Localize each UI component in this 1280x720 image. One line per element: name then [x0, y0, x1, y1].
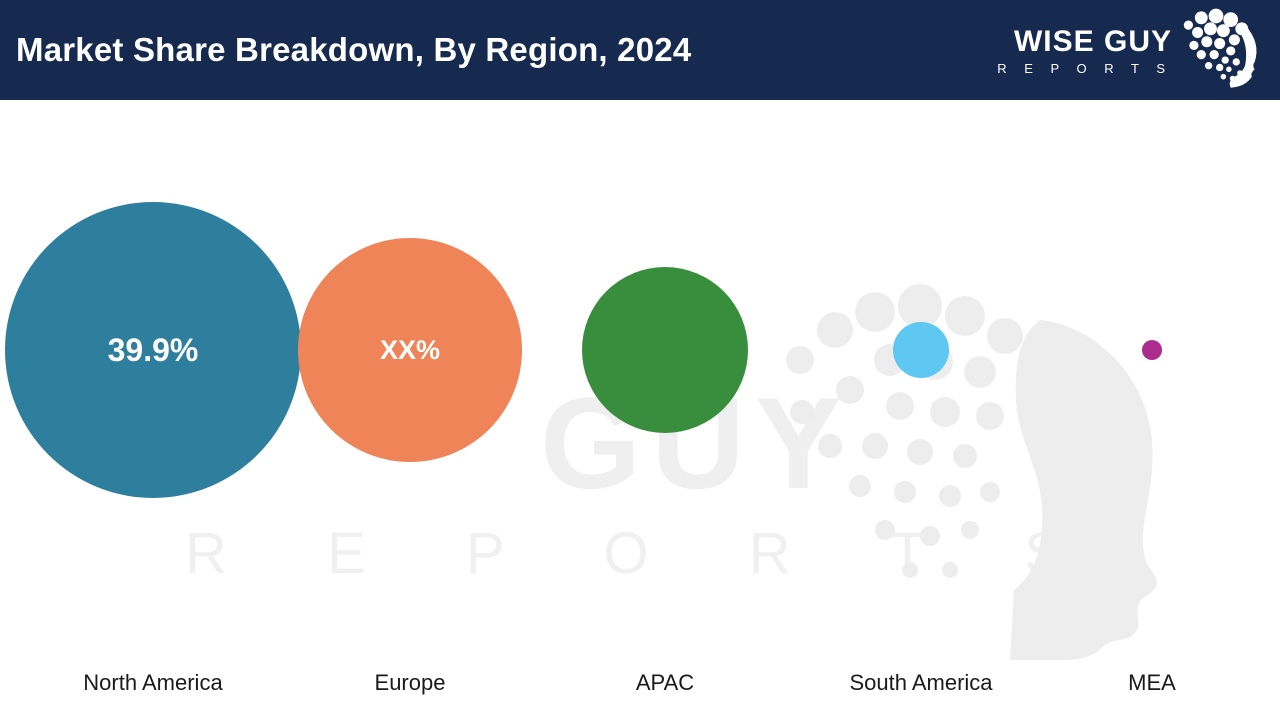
category-label-north-america: North America — [83, 670, 223, 695]
category-label-south-america: South America — [849, 670, 993, 695]
bubble-apac — [582, 267, 748, 433]
brand-name: WISE GUY — [1013, 24, 1172, 58]
bubble-value-label: 39.9% — [107, 331, 199, 368]
bubble-mea — [1142, 340, 1162, 360]
category-label-europe: Europe — [374, 670, 446, 695]
header: Market Share Breakdown, By Region, 2024 … — [0, 0, 1280, 100]
head-profile-icon — [1183, 8, 1257, 88]
page-title: Market Share Breakdown, By Region, 2024 — [16, 31, 692, 68]
bubble-chart: GUY R E P O R T S 39.9% XX% North America… — [0, 100, 1280, 720]
brand-logo: WISE GUY R E P O R T S — [997, 8, 1262, 92]
bubble-south-america — [893, 322, 949, 378]
brand-subtitle: R E P O R T S — [997, 60, 1172, 76]
bubble-europe: XX% — [298, 238, 522, 462]
bubble-north-america: 39.9% — [5, 202, 301, 498]
brand-logo-text: WISE GUY R E P O R T S — [997, 25, 1172, 76]
bubble-value-label: XX% — [379, 334, 441, 365]
category-label-mea: MEA — [1128, 670, 1176, 695]
watermark-text-reports: R E P O R T S — [185, 521, 1105, 586]
watermark-head-profile-icon — [786, 284, 1157, 660]
category-label-apac: APAC — [635, 670, 695, 695]
